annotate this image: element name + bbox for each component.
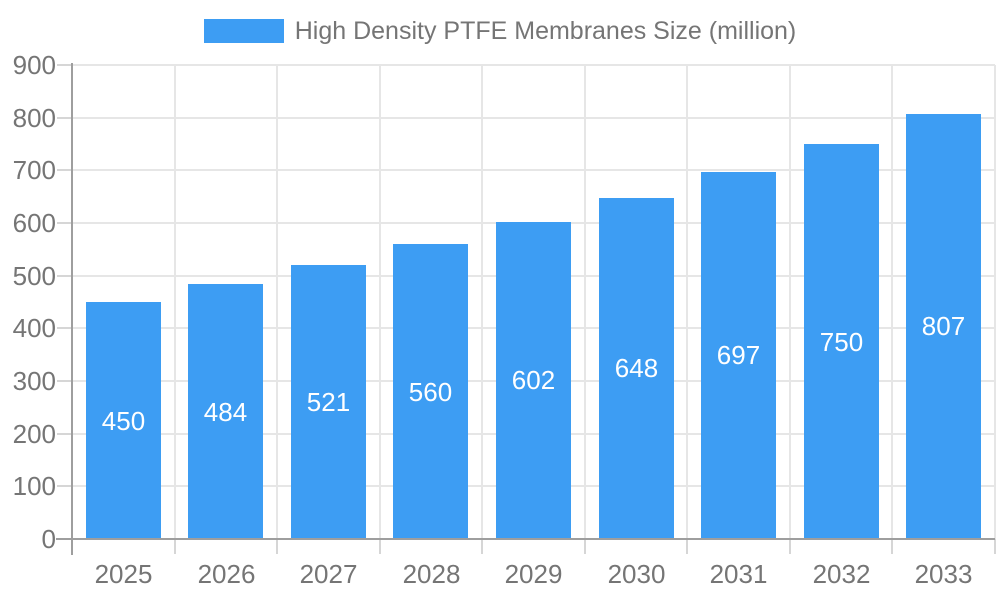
bar-value-label-2030: 648 [614, 353, 659, 383]
y-axis-label-200: 200 [12, 418, 56, 449]
bar-2030[interactable] [599, 198, 674, 539]
gridline-h-900 [72, 64, 995, 66]
x-axis-label-2032: 2032 [812, 559, 871, 589]
legend-swatch [203, 19, 284, 43]
y-tick-700 [57, 169, 72, 172]
x-axis-label-2029: 2029 [504, 559, 563, 589]
y-axis-label-300: 300 [12, 366, 56, 396]
bar-value-label-2025: 450 [101, 406, 146, 436]
gridline-v-7 [789, 65, 791, 539]
y-tick-100 [57, 485, 72, 488]
x-axis-label-2030: 2030 [607, 559, 666, 589]
x-tick-1 [174, 539, 176, 554]
x-axis-label-2028: 2028 [402, 559, 461, 589]
gridline-v-8 [891, 65, 893, 539]
x-axis-label-2031: 2031 [709, 559, 768, 589]
y-axis-label-400: 400 [12, 313, 56, 344]
y-axis-label-600: 600 [12, 208, 56, 238]
y-tick-900 [57, 64, 72, 66]
bar-value-label-2026: 484 [203, 397, 248, 427]
bar-value-label-2033: 807 [921, 311, 966, 341]
bar-2026[interactable] [188, 284, 263, 539]
x-axis-label-2025: 2025 [94, 559, 153, 589]
x-axis-label-2027: 2027 [299, 559, 358, 589]
gridline-v-4 [481, 65, 483, 539]
bar-value-label-2029: 602 [511, 365, 556, 395]
y-tick-500 [57, 274, 72, 277]
x-tick-3 [379, 539, 381, 554]
y-tick-300 [57, 380, 72, 382]
x-tick-6 [686, 539, 688, 554]
bar-2032[interactable] [804, 144, 879, 539]
gridline-v-3 [379, 65, 381, 539]
gridline-v-2 [276, 65, 278, 539]
x-tick-4 [481, 539, 483, 554]
gridline-v-9 [994, 65, 996, 539]
x-axis-label-2033: 2033 [914, 559, 973, 589]
bar-value-label-2027: 521 [306, 387, 351, 417]
legend-label: High Density PTFE Membranes Size (millio… [294, 16, 797, 45]
legend[interactable]: High Density PTFE Membranes Size (millio… [0, 14, 1000, 48]
y-axis-label-700: 700 [12, 155, 56, 186]
x-axis-line [56, 538, 995, 540]
y-axis-label-100: 100 [12, 471, 56, 502]
gridline-h-700 [72, 169, 995, 172]
x-tick-5 [584, 539, 586, 554]
bar-value-label-2031: 697 [716, 340, 761, 370]
y-tick-400 [57, 327, 72, 330]
x-tick-2 [276, 539, 278, 554]
y-axis-label-900: 900 [12, 50, 56, 80]
x-tick-8 [891, 539, 893, 554]
y-axis-label-800: 800 [12, 102, 56, 133]
y-tick-600 [57, 222, 72, 224]
y-tick-800 [57, 116, 72, 119]
bar-2031[interactable] [701, 172, 776, 539]
bar-value-label-2032: 750 [819, 327, 864, 357]
gridline-v-5 [584, 65, 586, 539]
gridline-h-800 [72, 116, 995, 119]
bar-value-label-2028: 560 [408, 377, 453, 407]
y-tick-200 [57, 432, 72, 435]
bar-2033[interactable] [906, 114, 981, 539]
gridline-v-1 [174, 65, 176, 539]
y-axis-label-500: 500 [12, 260, 56, 291]
x-axis-label-2026: 2026 [197, 559, 256, 589]
y-axis-line [71, 63, 73, 555]
bar-2025[interactable] [86, 302, 161, 539]
y-axis-label-0: 0 [41, 524, 56, 554]
bar-2027[interactable] [291, 265, 366, 539]
bar-2029[interactable] [496, 222, 571, 539]
x-tick-7 [789, 539, 791, 554]
bar-2028[interactable] [393, 244, 468, 539]
gridline-v-6 [686, 65, 688, 539]
x-tick-9 [994, 539, 996, 554]
